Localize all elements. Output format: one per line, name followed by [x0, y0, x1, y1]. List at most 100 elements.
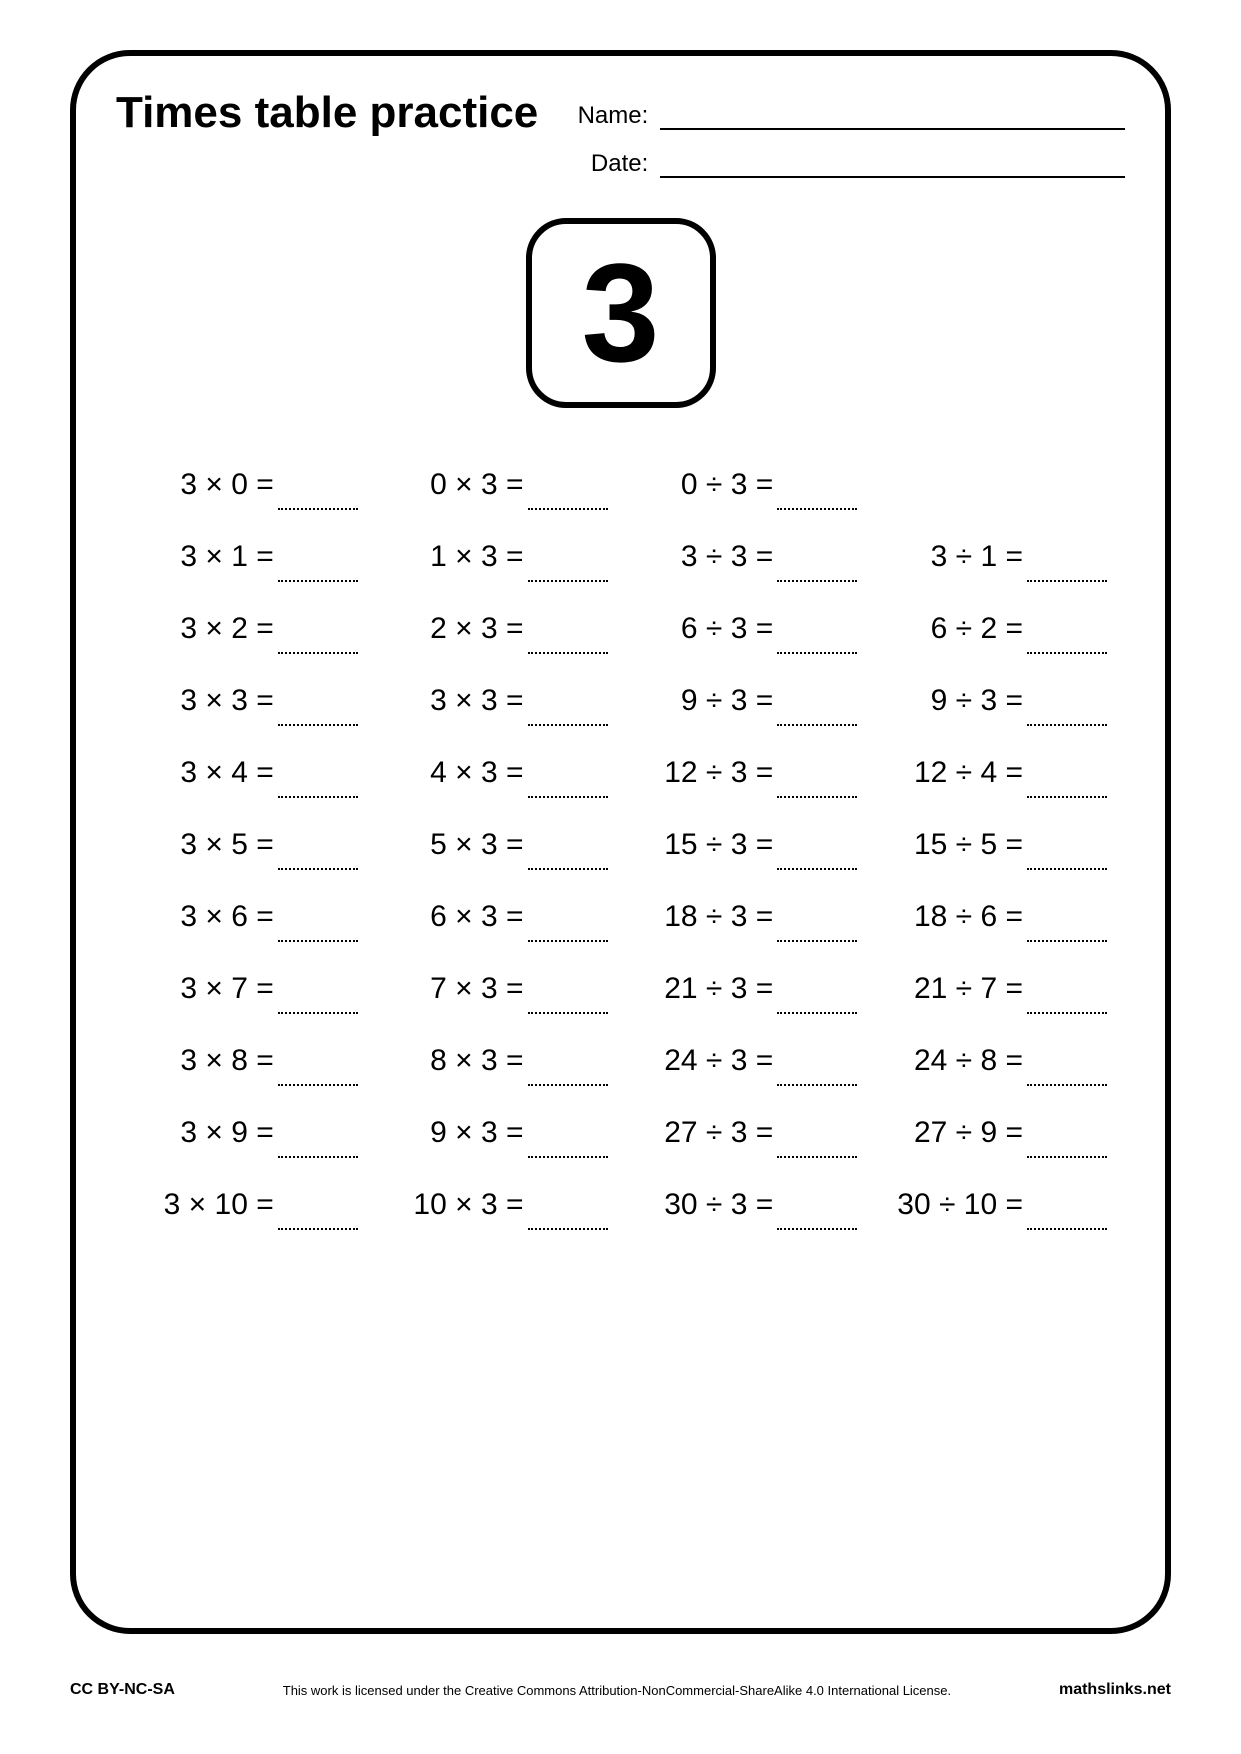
problem-cell: 3 × 7 =	[126, 962, 366, 1006]
problem-expression: 2 × 3 =	[430, 612, 523, 646]
problems-grid: 3 × 0 =0 × 3 =0 ÷ 3 =3 × 1 =1 × 3 =3 ÷ 3…	[116, 458, 1125, 1222]
problem-expression: 9 ÷ 3 =	[681, 684, 773, 718]
problem-cell: 6 ÷ 2 =	[875, 602, 1115, 646]
answer-blank[interactable]	[528, 648, 608, 654]
answer-blank[interactable]	[1027, 1008, 1107, 1014]
problem-cell: 30 ÷ 3 =	[626, 1178, 866, 1222]
problem-cell: 2 × 3 =	[376, 602, 616, 646]
problem-cell: 4 × 3 =	[376, 746, 616, 790]
answer-blank[interactable]	[777, 936, 857, 942]
problem-cell: 24 ÷ 3 =	[626, 1034, 866, 1078]
problem-cell: 3 × 5 =	[126, 818, 366, 862]
answer-blank[interactable]	[278, 936, 358, 942]
problem-expression: 21 ÷ 3 =	[664, 972, 773, 1006]
answer-blank[interactable]	[777, 576, 857, 582]
problem-cell: 18 ÷ 3 =	[626, 890, 866, 934]
problem-expression: 24 ÷ 8 =	[914, 1044, 1023, 1078]
problem-expression: 3 ÷ 1 =	[931, 540, 1023, 574]
problem-expression: 3 × 2 =	[180, 612, 273, 646]
problem-cell: 15 ÷ 3 =	[626, 818, 866, 862]
problem-cell: 3 × 1 =	[126, 530, 366, 574]
answer-blank[interactable]	[777, 504, 857, 510]
problem-expression: 6 ÷ 2 =	[931, 612, 1023, 646]
answer-blank[interactable]	[777, 1224, 857, 1230]
problem-expression: 10 × 3 =	[413, 1188, 523, 1222]
answer-blank[interactable]	[528, 936, 608, 942]
problem-cell: 3 × 10 =	[126, 1178, 366, 1222]
problem-expression: 15 ÷ 3 =	[664, 828, 773, 862]
answer-blank[interactable]	[1027, 720, 1107, 726]
cc-label: CC BY-NC-SA	[70, 1681, 175, 1699]
problem-expression: 3 × 1 =	[180, 540, 273, 574]
answer-blank[interactable]	[528, 504, 608, 510]
problem-expression: 3 × 7 =	[180, 972, 273, 1006]
problem-cell: 6 × 3 =	[376, 890, 616, 934]
problem-expression: 3 × 5 =	[180, 828, 273, 862]
answer-blank[interactable]	[1027, 1080, 1107, 1086]
problem-expression: 3 × 3 =	[180, 684, 273, 718]
answer-blank[interactable]	[278, 504, 358, 510]
answer-blank[interactable]	[1027, 864, 1107, 870]
answer-blank[interactable]	[528, 792, 608, 798]
problem-cell: 27 ÷ 9 =	[875, 1106, 1115, 1150]
problem-expression: 9 × 3 =	[430, 1116, 523, 1150]
answer-blank[interactable]	[777, 792, 857, 798]
problem-expression: 6 ÷ 3 =	[681, 612, 773, 646]
answer-blank[interactable]	[528, 1080, 608, 1086]
answer-blank[interactable]	[278, 1080, 358, 1086]
answer-blank[interactable]	[777, 864, 857, 870]
answer-blank[interactable]	[777, 1008, 857, 1014]
problem-expression: 15 ÷ 5 =	[914, 828, 1023, 862]
problem-expression: 18 ÷ 3 =	[664, 900, 773, 934]
meta-block: Name: Date:	[568, 102, 1125, 178]
answer-blank[interactable]	[278, 576, 358, 582]
footer: CC BY-NC-SA This work is licensed under …	[70, 1681, 1171, 1699]
answer-blank[interactable]	[777, 648, 857, 654]
problem-cell: 3 × 9 =	[126, 1106, 366, 1150]
problem-cell: 27 ÷ 3 =	[626, 1106, 866, 1150]
problem-expression: 30 ÷ 3 =	[664, 1188, 773, 1222]
answer-blank[interactable]	[528, 1224, 608, 1230]
answer-blank[interactable]	[777, 720, 857, 726]
answer-blank[interactable]	[528, 576, 608, 582]
answer-blank[interactable]	[278, 1008, 358, 1014]
answer-blank[interactable]	[1027, 792, 1107, 798]
problem-cell: 0 ÷ 3 =	[626, 458, 866, 502]
answer-blank[interactable]	[777, 1080, 857, 1086]
problem-cell: 3 × 2 =	[126, 602, 366, 646]
answer-blank[interactable]	[278, 720, 358, 726]
answer-blank[interactable]	[1027, 1152, 1107, 1158]
answer-blank[interactable]	[278, 648, 358, 654]
problem-cell: 3 ÷ 1 =	[875, 530, 1115, 574]
name-input-line[interactable]	[660, 106, 1125, 130]
answer-blank[interactable]	[278, 1224, 358, 1230]
answer-blank[interactable]	[777, 1152, 857, 1158]
focus-number: 3	[526, 218, 716, 408]
problem-expression: 27 ÷ 9 =	[914, 1116, 1023, 1150]
date-input-line[interactable]	[660, 154, 1125, 178]
answer-blank[interactable]	[528, 720, 608, 726]
answer-blank[interactable]	[528, 864, 608, 870]
answer-blank[interactable]	[278, 1152, 358, 1158]
answer-blank[interactable]	[528, 1008, 608, 1014]
problem-cell: 21 ÷ 7 =	[875, 962, 1115, 1006]
focus-number-wrap: 3	[116, 218, 1125, 408]
problem-expression: 12 ÷ 3 =	[664, 756, 773, 790]
answer-blank[interactable]	[1027, 936, 1107, 942]
problem-cell: 12 ÷ 3 =	[626, 746, 866, 790]
answer-blank[interactable]	[278, 792, 358, 798]
answer-blank[interactable]	[1027, 576, 1107, 582]
problem-expression: 3 × 4 =	[180, 756, 273, 790]
answer-blank[interactable]	[1027, 1224, 1107, 1230]
problem-cell: 15 ÷ 5 =	[875, 818, 1115, 862]
answer-blank[interactable]	[278, 864, 358, 870]
problem-expression: 4 × 3 =	[430, 756, 523, 790]
answer-blank[interactable]	[1027, 648, 1107, 654]
problem-cell: 3 × 8 =	[126, 1034, 366, 1078]
problem-expression: 24 ÷ 3 =	[664, 1044, 773, 1078]
problem-cell: 9 ÷ 3 =	[875, 674, 1115, 718]
answer-blank[interactable]	[528, 1152, 608, 1158]
problem-cell: 3 × 0 =	[126, 458, 366, 502]
problem-expression: 18 ÷ 6 =	[914, 900, 1023, 934]
problem-expression: 1 × 3 =	[430, 540, 523, 574]
